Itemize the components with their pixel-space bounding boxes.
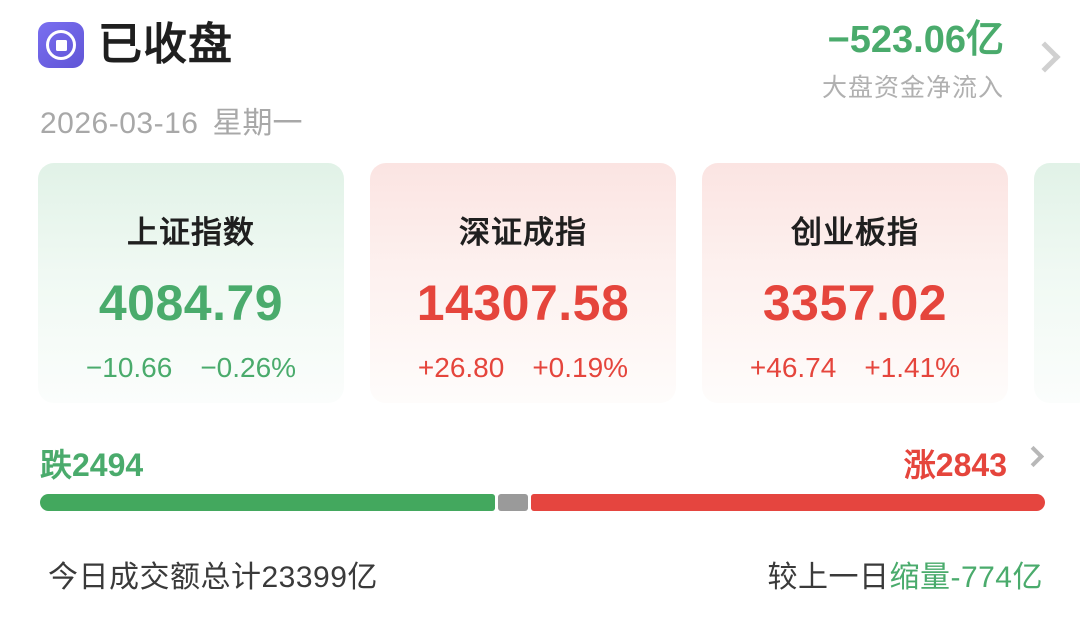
turnover-comparison-delta: 缩量-774亿 bbox=[889, 561, 1043, 594]
logo-square bbox=[55, 39, 67, 51]
breadth-fall-count: 跌2494 bbox=[40, 447, 144, 483]
market-status-label: 已收盘 bbox=[98, 20, 233, 69]
logo-ring bbox=[46, 30, 76, 60]
trading-weekday: 星期一 bbox=[212, 107, 303, 140]
index-card-list: 上证指数 4084.79 −10.66 −0.26% 深证成指 14307.58… bbox=[38, 163, 1080, 403]
breadth-bar-rise-segment bbox=[530, 494, 1045, 511]
index-change: +46.74 bbox=[749, 352, 837, 383]
breadth-bar-fall-segment bbox=[40, 494, 495, 511]
index-price: 14307.58 bbox=[416, 275, 630, 331]
index-delta-row: +46.74 +1.41% bbox=[750, 352, 960, 384]
market-closed-icon bbox=[38, 22, 84, 68]
footer: 今日成交额总计23399亿 较上一日缩量-774亿 bbox=[40, 552, 1045, 602]
header: 已收盘 2026-03-16 星期一 −523.06亿 大盘资金净流入 bbox=[0, 0, 1080, 150]
net-capital-flow-value: −523.06亿 bbox=[827, 19, 1004, 61]
net-capital-flow-panel[interactable]: −523.06亿 大盘资金净流入 bbox=[821, 19, 1004, 104]
index-change-pct: +0.19% bbox=[532, 352, 629, 383]
index-delta-row: −10.66 −0.26% bbox=[86, 352, 296, 384]
net-capital-flow-label: 大盘资金净流入 bbox=[821, 73, 1004, 102]
index-name: 上证指数 bbox=[127, 215, 255, 250]
breadth-rise-count: 涨2843 bbox=[903, 447, 1007, 483]
turnover-comparison-prefix: 较上一日 bbox=[767, 561, 890, 594]
index-change-pct: −0.26% bbox=[200, 352, 297, 383]
date-row: 2026-03-16 星期一 bbox=[40, 98, 302, 142]
index-name: 创业板指 bbox=[791, 215, 919, 250]
chevron-right-icon[interactable] bbox=[1022, 445, 1045, 468]
index-change-pct: +1.41% bbox=[864, 352, 961, 383]
index-change: −10.66 bbox=[85, 352, 173, 383]
index-card-shenzhen[interactable]: 深证成指 14307.58 +26.80 +0.19% bbox=[370, 163, 676, 403]
chevron-right-icon[interactable] bbox=[1029, 41, 1061, 73]
index-card-next-partial[interactable] bbox=[1034, 163, 1080, 403]
market-breadth-bar[interactable] bbox=[40, 494, 1045, 511]
index-card-shanghai[interactable]: 上证指数 4084.79 −10.66 −0.26% bbox=[38, 163, 344, 403]
index-name: 深证成指 bbox=[459, 215, 587, 250]
index-card-chinext[interactable]: 创业板指 3357.02 +46.74 +1.41% bbox=[702, 163, 1008, 403]
index-delta-row: +26.80 +0.19% bbox=[418, 352, 628, 384]
total-turnover-text: 今日成交额总计23399亿 bbox=[48, 561, 378, 594]
index-price: 3357.02 bbox=[762, 275, 948, 331]
index-price: 4084.79 bbox=[98, 275, 284, 331]
market-status-row: 已收盘 bbox=[38, 22, 233, 68]
breadth-bar-flat-segment bbox=[497, 494, 528, 511]
turnover-comparison: 较上一日缩量-774亿 bbox=[767, 552, 1043, 596]
index-change: +26.80 bbox=[417, 352, 505, 383]
trading-date: 2026-03-16 bbox=[40, 107, 199, 140]
market-breadth-labels: 跌2494 涨2843 bbox=[40, 440, 1045, 484]
